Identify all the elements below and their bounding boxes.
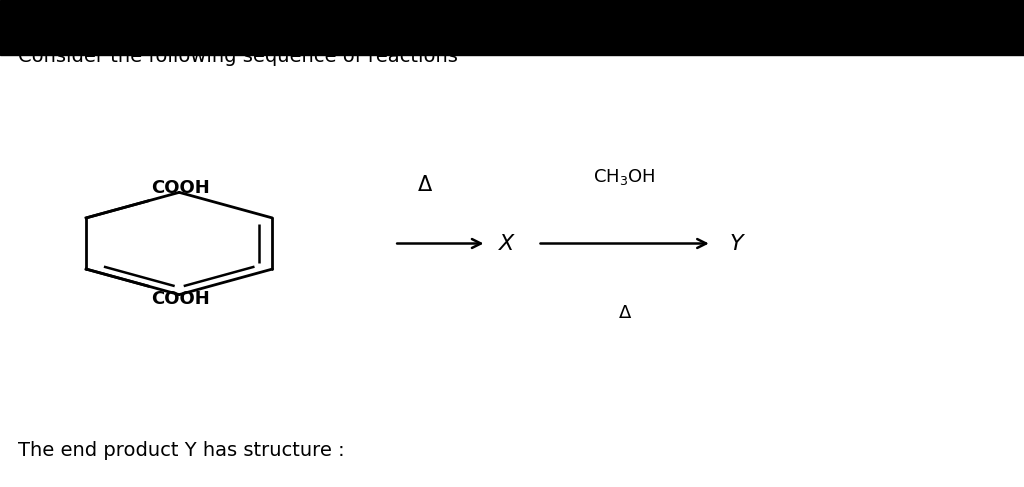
Text: COOH: COOH [152,179,210,197]
Text: The end product Y has structure :: The end product Y has structure : [18,441,345,460]
Text: $\Delta$: $\Delta$ [417,175,433,195]
FancyArrowPatch shape [541,239,707,248]
FancyArrowPatch shape [397,239,481,248]
Text: $\Delta$: $\Delta$ [617,304,632,322]
Bar [0,55,1024,487]
Text: $X$: $X$ [498,233,516,254]
Text: $Y$: $Y$ [729,233,745,254]
Text: COOH: COOH [152,290,210,308]
Text: CH$_3$OH: CH$_3$OH [593,168,656,187]
Bar [0,0,1024,55]
Text: Consider the following sequence of reactions: Consider the following sequence of react… [18,46,459,66]
